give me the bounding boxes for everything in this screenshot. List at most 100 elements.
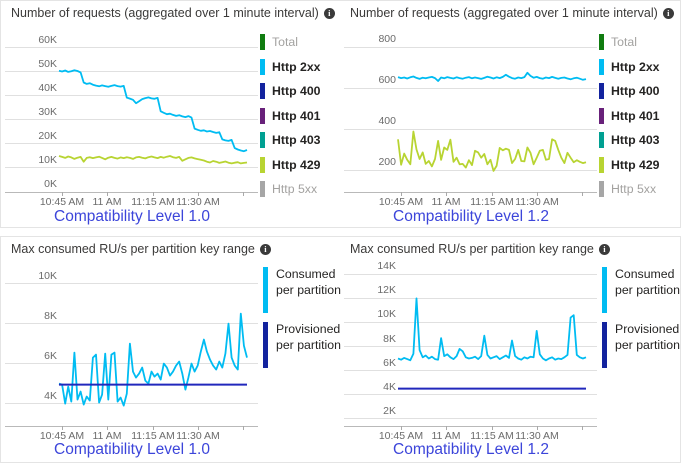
y-axis-label: 0K [29, 178, 59, 190]
legend-item-http-403[interactable]: Http 403 [260, 132, 321, 148]
x-axis-label: 11:15 AM [470, 430, 514, 442]
chart-legend: Total Http 2xx Http 400 Http 401 Http 403 Htt… [260, 34, 321, 197]
y-axis-label: 200 [368, 156, 398, 169]
chart-title: Max consumed RU/s per partition key rang… [11, 242, 271, 256]
legend-label: Http 400 [611, 84, 660, 98]
chart-title: Number of requests (aggregated over 1 mi… [350, 6, 674, 20]
legend-item-http-401[interactable]: Http 401 [599, 107, 660, 124]
x-axis-label: 10:45 AM [39, 430, 85, 442]
chart-legend: Total Http 2xx Http 400 Http 401 Http 403 Htt… [599, 34, 660, 197]
legend-item-consumed-per-partition[interactable]: Consumed per partition [263, 267, 344, 313]
legend-swatch [260, 156, 265, 173]
x-axis-line [5, 192, 258, 193]
dashboard-row-top: Number of requests (aggregated over 1 mi… [0, 0, 681, 228]
legend-swatch [260, 132, 265, 148]
legend-label: Consumed per partition [276, 267, 341, 297]
y-gridline [5, 119, 258, 121]
x-tick-mark [537, 426, 538, 430]
legend-item-http-5xx[interactable]: Http 5xx [599, 181, 660, 197]
legend-swatch [599, 156, 604, 173]
legend-item-http-2xx[interactable]: Http 2xx [599, 58, 660, 75]
series-line-consumed-per-partition [58, 312, 248, 407]
y-gridline [344, 297, 597, 299]
y-axis-label: 30K [29, 105, 59, 118]
legend-item-http-403[interactable]: Http 403 [599, 132, 660, 148]
series-canvas [397, 297, 587, 390]
legend-swatch [260, 58, 265, 75]
series-line-consumed-per-partition [397, 297, 587, 362]
y-axis-label: 4K [29, 389, 59, 402]
x-axis-label: 11:15 AM [131, 196, 175, 208]
x-tick-mark [107, 426, 108, 430]
series-line-http-2xx [58, 69, 248, 153]
y-gridline [344, 370, 597, 372]
x-tick-mark [198, 426, 199, 430]
y-axis-label: 800 [368, 33, 398, 46]
y-axis-label: 400 [368, 115, 398, 128]
legend-item-total[interactable]: Total [260, 34, 321, 50]
legend-item-http-5xx[interactable]: Http 5xx [260, 181, 321, 197]
legend-label: Http 429 [611, 157, 660, 172]
series-canvas [397, 71, 587, 172]
legend-label: Total [272, 35, 298, 49]
legend-swatch [599, 58, 604, 75]
y-axis-label: 14K [368, 260, 398, 273]
y-axis-label: 60K [29, 33, 59, 46]
legend-item-total[interactable]: Total [599, 34, 660, 50]
legend-item-http-2xx[interactable]: Http 2xx [260, 58, 321, 75]
y-gridline [344, 418, 597, 420]
y-gridline [344, 128, 597, 130]
x-axis-label: 10:45 AM [378, 196, 424, 208]
x-tick-mark [582, 192, 583, 196]
y-gridline [344, 394, 597, 396]
x-tick-mark [153, 192, 154, 196]
legend-swatch [260, 107, 265, 124]
y-gridline [5, 95, 258, 97]
legend-label: Http 401 [272, 108, 321, 123]
y-gridline [344, 46, 597, 48]
legend-item-provisioned-per-partition[interactable]: Provisioned per partition [602, 322, 681, 368]
chart-plot-area: 2K 4K 6K 8K 10K 12K 14K 10:45 AM 11 AM 11:15 AM 11… [344, 260, 597, 442]
info-icon[interactable]: i [323, 7, 335, 19]
x-axis-label: 11:30 AM [515, 430, 559, 442]
legend-label: Http 403 [272, 133, 321, 147]
chart-panel-ru-compat-1-0: Max consumed RU/s per partition key rang… [1, 237, 341, 462]
x-tick-mark [401, 426, 402, 430]
legend-label: Provisioned per partition [615, 322, 680, 352]
x-axis-label: 11 AM [92, 196, 122, 208]
y-gridline [5, 143, 258, 145]
y-axis-label: 40K [29, 81, 59, 94]
legend-item-http-429[interactable]: Http 429 [260, 156, 321, 173]
x-tick-mark [107, 192, 108, 196]
x-axis-line [344, 192, 597, 193]
legend-item-http-400[interactable]: Http 400 [260, 83, 321, 99]
chart-title: Number of requests (aggregated over 1 mi… [11, 6, 335, 20]
info-icon[interactable]: i [259, 243, 271, 255]
y-axis-label: 8K [368, 332, 398, 345]
legend-swatch [260, 181, 265, 197]
y-axis-label: 10K [29, 154, 59, 166]
legend-item-http-400[interactable]: Http 400 [599, 83, 660, 99]
legend-item-http-429[interactable]: Http 429 [599, 156, 660, 173]
legend-label: Consumed per partition [615, 267, 680, 297]
legend-label: Http 403 [611, 133, 660, 147]
legend-item-provisioned-per-partition[interactable]: Provisioned per partition [263, 322, 344, 368]
x-tick-mark [198, 192, 199, 196]
legend-item-http-401[interactable]: Http 401 [260, 107, 321, 124]
chart-title-text: Max consumed RU/s per partition key rang… [11, 242, 255, 256]
legend-label: Http 2xx [611, 59, 660, 74]
chart-legend: Consumed per partition Provisioned per pa… [602, 267, 681, 368]
info-icon[interactable]: i [662, 7, 674, 19]
y-gridline [5, 47, 258, 49]
info-icon[interactable]: i [598, 243, 610, 255]
legend-swatch [260, 34, 265, 50]
x-axis-label: 11 AM [431, 196, 461, 208]
chart-title-text: Max consumed RU/s per partition key rang… [350, 242, 594, 256]
x-axis-label: 10:45 AM [378, 430, 424, 442]
x-axis-label: 11:30 AM [176, 430, 220, 442]
legend-item-consumed-per-partition[interactable]: Consumed per partition [602, 267, 681, 313]
legend-label: Provisioned per partition [276, 322, 341, 352]
chart-panel-requests-compat-1-0: Number of requests (aggregated over 1 mi… [1, 1, 340, 227]
chart-caption: Compatibility Level 1.2 [393, 441, 549, 458]
y-gridline [5, 167, 258, 169]
